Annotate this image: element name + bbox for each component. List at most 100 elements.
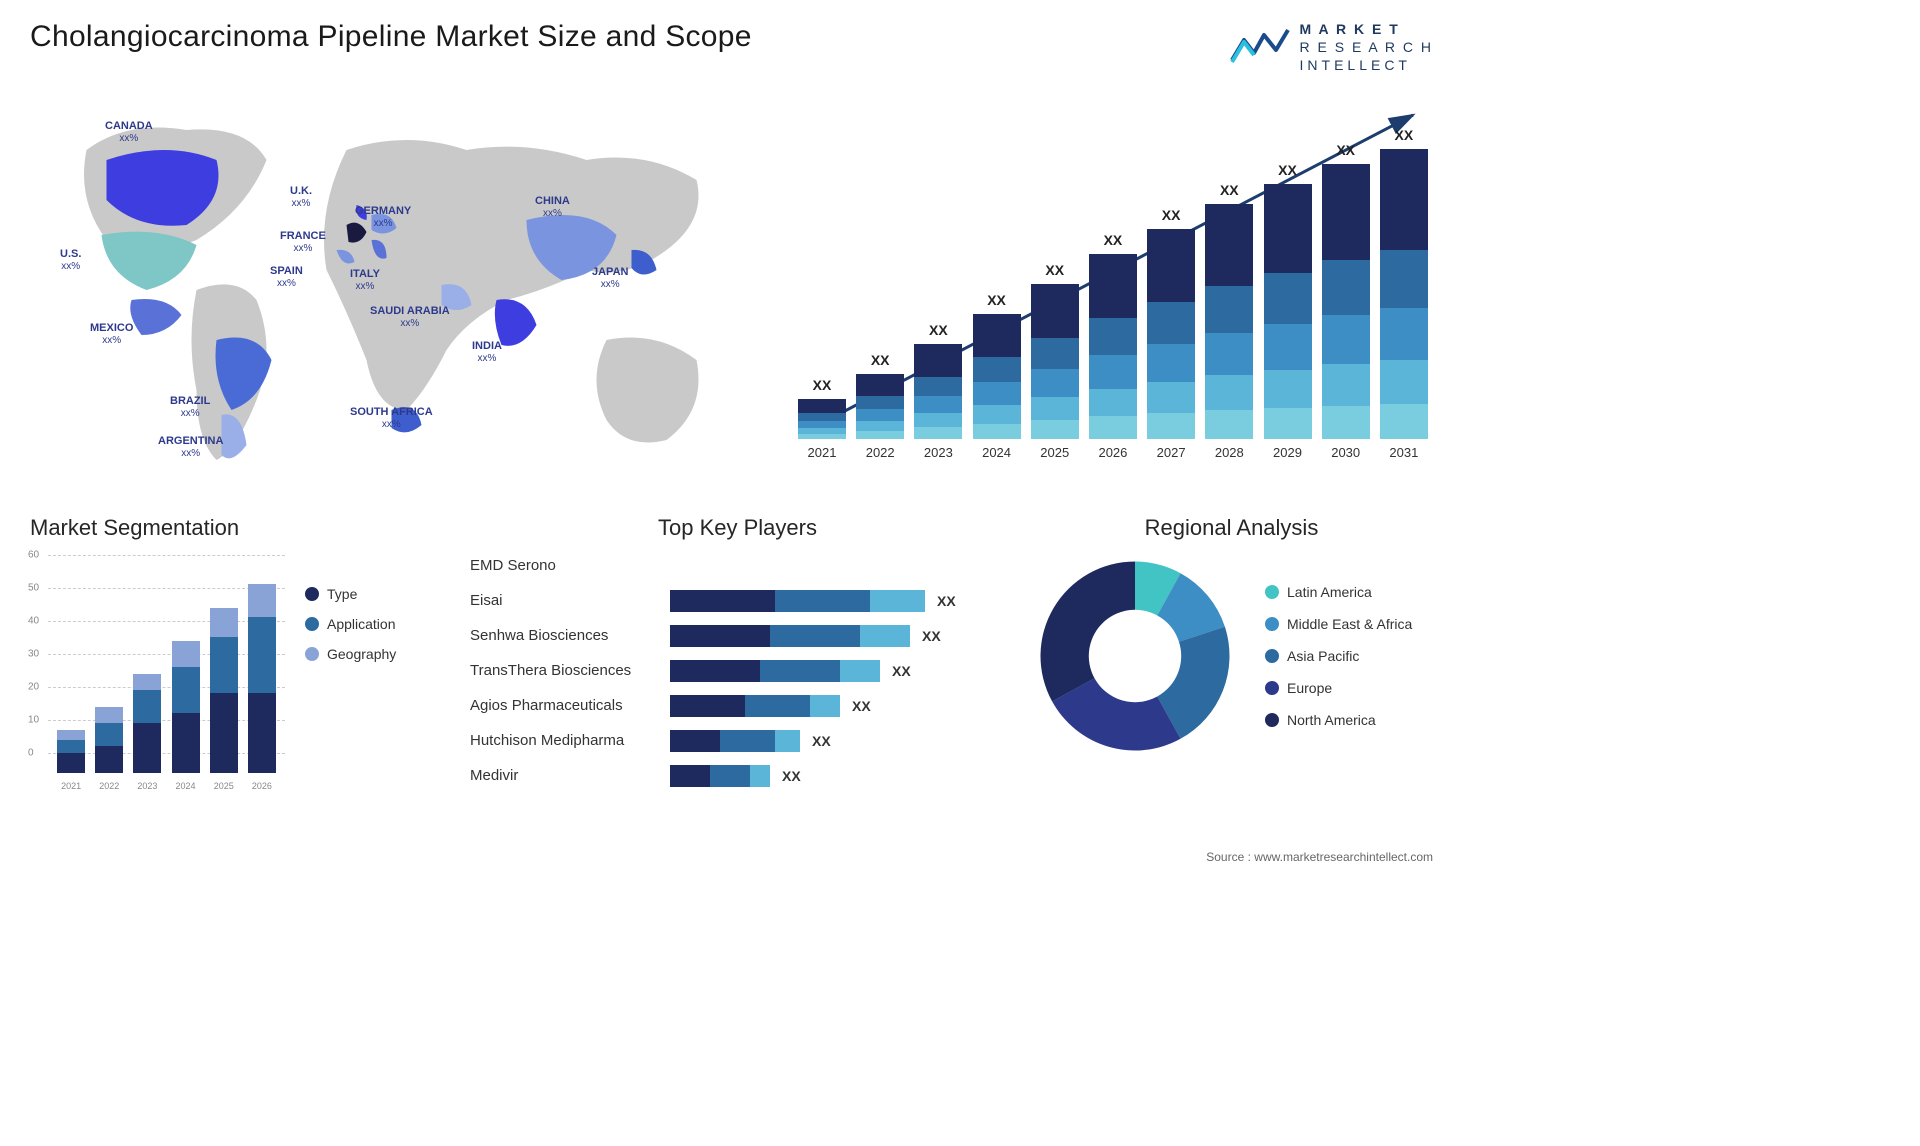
seg-bar-segment — [133, 674, 161, 691]
player-row: Agios PharmaceuticalsXX — [470, 691, 1005, 721]
map-label: JAPANxx% — [592, 266, 628, 290]
bar-stack — [914, 344, 962, 439]
bar-segment — [1264, 370, 1312, 408]
bar-segment — [1322, 260, 1370, 315]
bar-year-label: 2029 — [1273, 445, 1302, 460]
player-bar-segment — [810, 695, 840, 717]
player-name: Senhwa Biosciences — [470, 627, 670, 644]
legend-label: Asia Pacific — [1287, 648, 1359, 664]
bar-stack — [973, 314, 1021, 439]
player-bar-wrap: XX — [670, 660, 1005, 682]
player-bar-wrap — [670, 555, 1005, 577]
bar-data-label: XX — [1395, 127, 1414, 143]
seg-year-label: 2025 — [214, 781, 234, 791]
bar-stack — [856, 374, 904, 439]
bar-segment — [1264, 324, 1312, 370]
bar-stack — [1264, 184, 1312, 439]
map-label: ITALYxx% — [350, 268, 380, 292]
source-attribution: Source : www.marketresearchintellect.com — [1206, 850, 1433, 864]
bar-segment — [856, 421, 904, 431]
bar-segment — [1322, 315, 1370, 365]
bar-segment — [1380, 360, 1428, 404]
seg-bar-segment — [210, 693, 238, 772]
y-axis-label: 60 — [28, 549, 39, 560]
growth-bar-column: XX 2028 — [1205, 182, 1253, 460]
bar-data-label: XX — [929, 322, 948, 338]
player-name: Medivir — [470, 767, 670, 784]
player-name: Agios Pharmaceuticals — [470, 697, 670, 714]
player-row: EisaiXX — [470, 586, 1005, 616]
map-label: SAUDI ARABIAxx% — [370, 305, 450, 329]
growth-bar-column: XX2027 — [1147, 207, 1195, 460]
regional-panel: Regional Analysis Latin AmericaMiddle Ea… — [1030, 515, 1433, 791]
player-bar — [670, 765, 770, 787]
seg-bar-column — [95, 707, 123, 773]
player-name: Eisai — [470, 592, 670, 609]
bar-segment — [1147, 302, 1195, 344]
player-bar — [670, 660, 880, 682]
player-row: Medivir XX — [470, 761, 1005, 791]
seg-bar-segment — [133, 723, 161, 773]
players-panel: Top Key Players EMD SeronoEisaiXXSenhwa … — [470, 515, 1005, 791]
bar-segment — [1380, 250, 1428, 308]
bar-segment — [1322, 406, 1370, 439]
bar-year-label: 2030 — [1331, 445, 1360, 460]
bar-segment — [798, 399, 846, 413]
player-value: XX — [782, 768, 801, 784]
y-axis-label: 10 — [28, 714, 39, 725]
player-bar-segment — [775, 590, 870, 612]
y-axis-label: 40 — [28, 615, 39, 626]
seg-year-label: 2026 — [252, 781, 272, 791]
legend-label: Middle East & Africa — [1287, 616, 1412, 632]
bar-segment — [914, 396, 962, 413]
seg-bar-segment — [95, 707, 123, 724]
legend-swatch — [1265, 681, 1279, 695]
legend-item: Europe — [1265, 680, 1412, 696]
seg-year-label: 2023 — [137, 781, 157, 791]
legend-label: Application — [327, 616, 396, 632]
map-label: SOUTH AFRICAxx% — [350, 406, 433, 430]
bar-year-label: 2027 — [1157, 445, 1186, 460]
segmentation-chart: 0102030405060202120222023202420252026 — [30, 551, 285, 791]
y-axis-label: 50 — [28, 582, 39, 593]
legend-label: North America — [1287, 712, 1376, 728]
bar-segment — [1147, 229, 1195, 303]
bar-segment — [1089, 389, 1137, 417]
player-value: XX — [812, 733, 831, 749]
player-bar-segment — [670, 625, 770, 647]
map-label: CANADAxx% — [105, 120, 153, 144]
seg-bar-segment — [57, 753, 85, 773]
bar-segment — [1031, 338, 1079, 369]
player-bar-segment — [710, 765, 750, 787]
player-bar-wrap: XX — [670, 765, 1005, 787]
player-value: XX — [892, 663, 911, 679]
seg-xaxis: 202120222023202420252026 — [52, 781, 281, 791]
growth-bar-column: XX2024 — [973, 292, 1021, 460]
bar-data-label: XX — [871, 352, 890, 368]
bar-year-label: 2028 — [1215, 445, 1244, 460]
bar-data-label: XX — [813, 377, 832, 393]
bar-segment — [1031, 369, 1079, 397]
map-label: BRAZILxx% — [170, 395, 210, 419]
legend-swatch — [1265, 617, 1279, 631]
bar-data-label: XX — [1045, 262, 1064, 278]
growth-bar-column: XX2030 — [1322, 142, 1370, 460]
bar-data-label: XX — [1104, 232, 1123, 248]
bar-data-label: XX — [987, 292, 1006, 308]
seg-bar-segment — [95, 723, 123, 746]
player-name: TransThera Biosciences — [470, 662, 670, 679]
bar-segment — [1089, 355, 1137, 388]
player-bar-wrap: XX — [670, 590, 1005, 612]
bar-data-label: XX — [1220, 182, 1239, 198]
bar-stack — [1031, 284, 1079, 439]
bar-segment — [914, 377, 962, 396]
bar-segment — [798, 421, 846, 428]
segmentation-title: Market Segmentation — [30, 515, 445, 541]
bar-segment — [973, 314, 1021, 358]
seg-year-label: 2022 — [99, 781, 119, 791]
seg-bar-segment — [248, 584, 276, 617]
growth-bar-column: XX2031 — [1380, 127, 1428, 460]
bar-data-label: XX — [1278, 162, 1297, 178]
legend-item: North America — [1265, 712, 1412, 728]
y-axis-label: 0 — [28, 747, 34, 758]
